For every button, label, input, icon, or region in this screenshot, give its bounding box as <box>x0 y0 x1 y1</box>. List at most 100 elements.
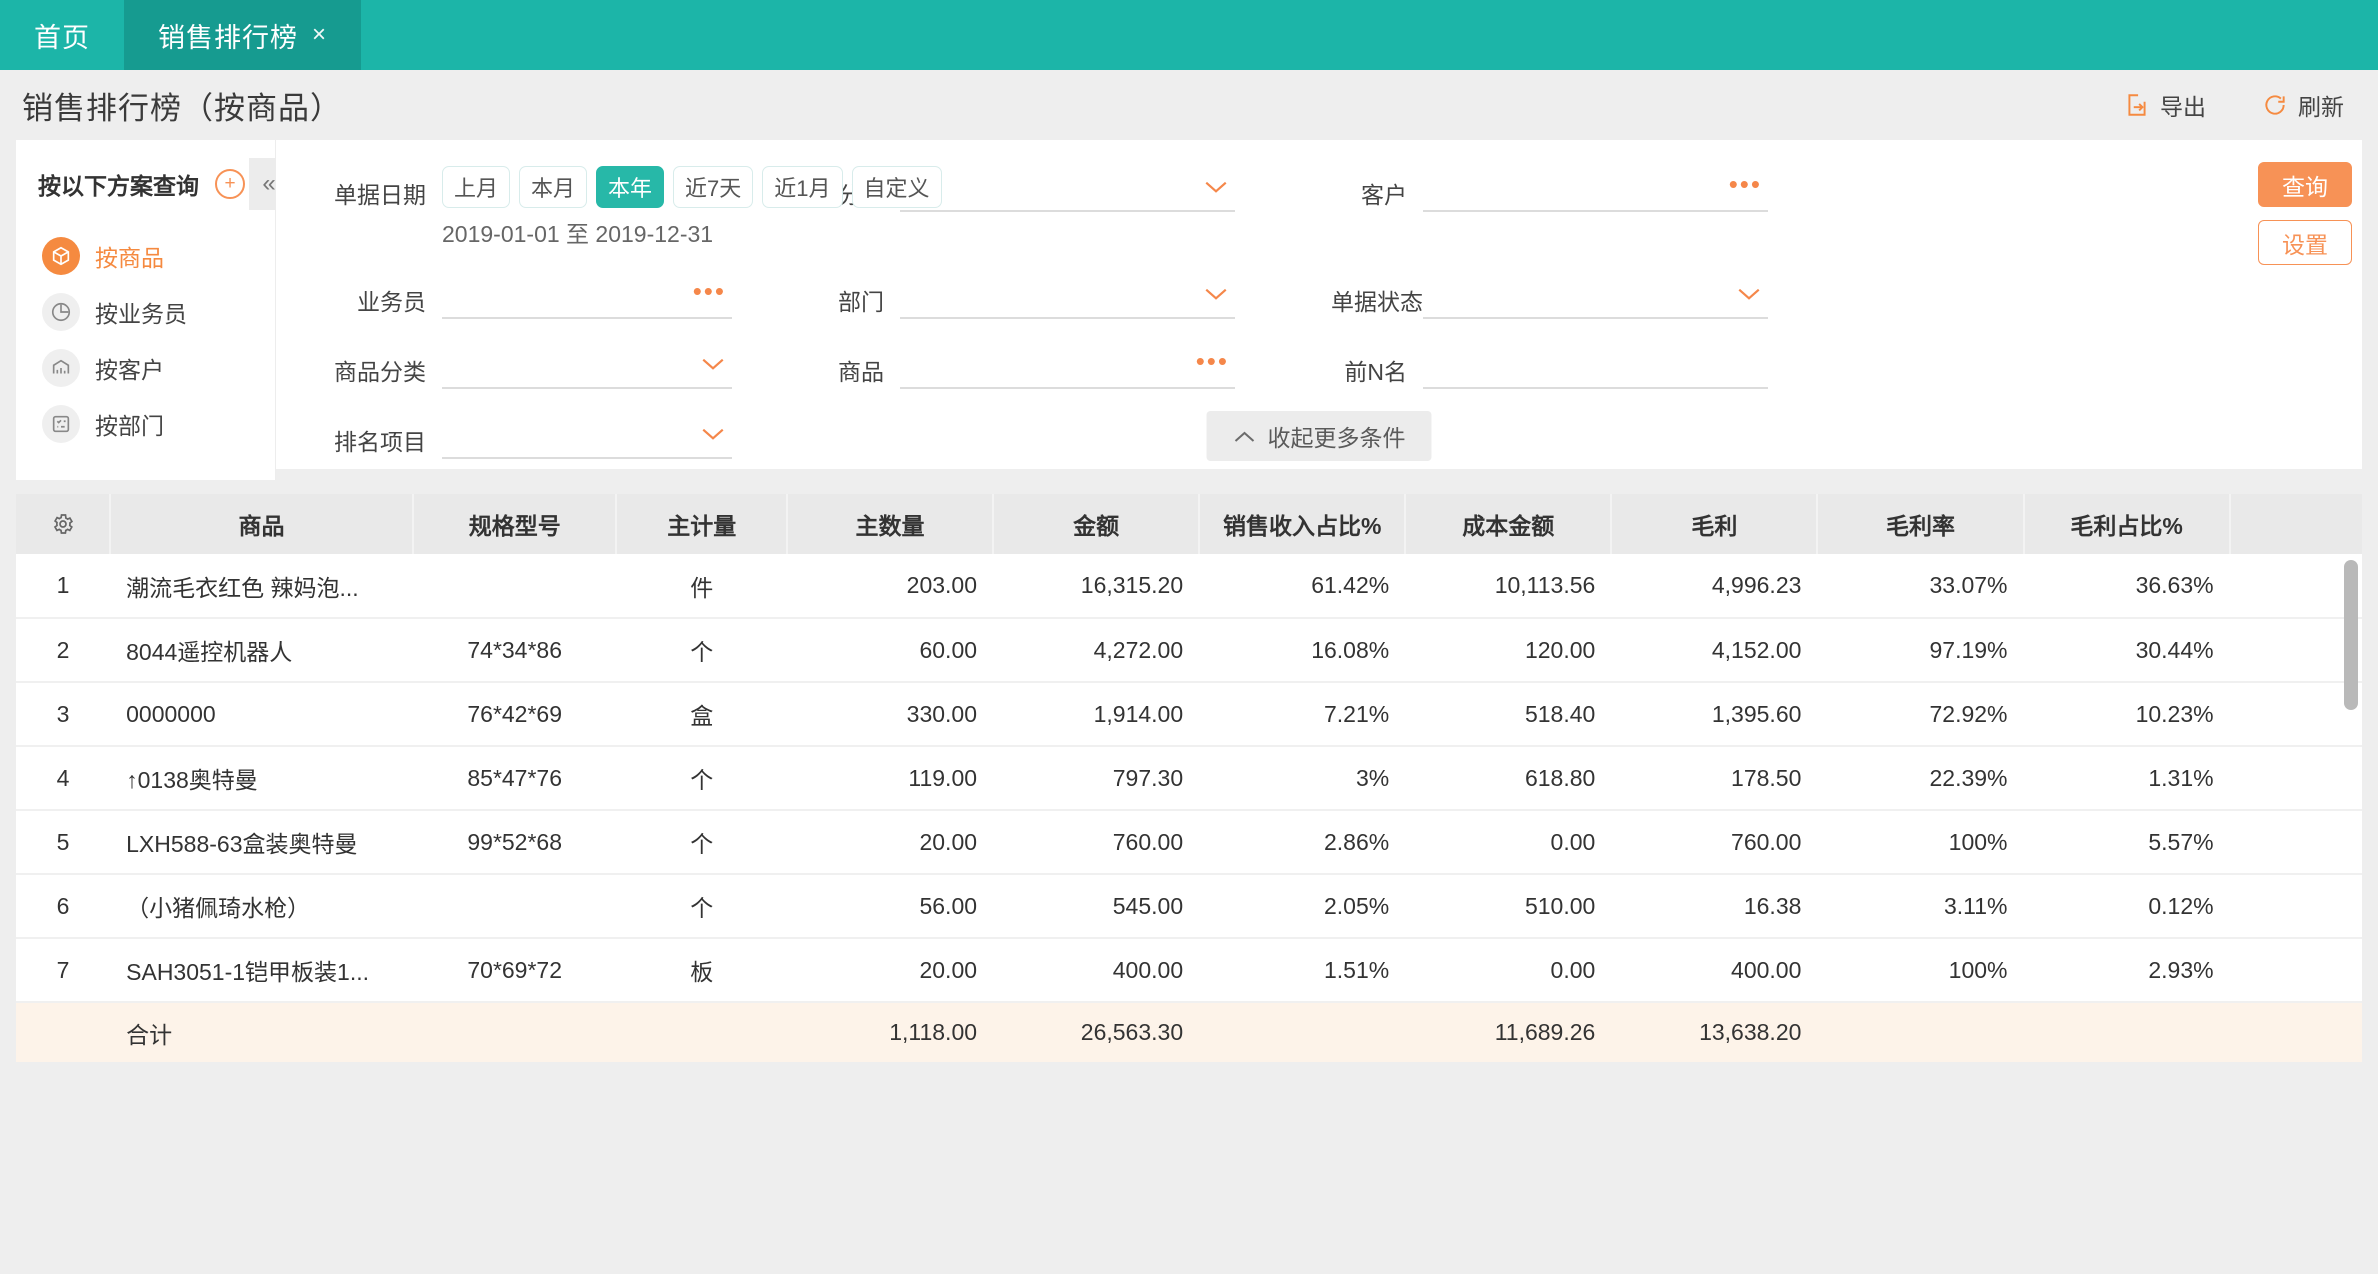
column-header-spec[interactable]: 规格型号 <box>412 494 618 554</box>
settings-button[interactable]: 设置 <box>2258 220 2352 265</box>
cell-margin: 72.92% <box>1817 682 2024 747</box>
cell-quantity: 20.00 <box>786 938 994 1003</box>
cell-unit: 板 <box>616 938 787 1003</box>
table-row[interactable]: 6 （小猪佩琦水枪） 个 56.00 545.00 2.05% 510.00 1… <box>16 874 2362 939</box>
sidebar-item-by-product[interactable]: 按商品 <box>16 228 275 284</box>
customer-category-input[interactable] <box>900 166 1235 212</box>
add-scheme-button[interactable]: + <box>215 169 245 199</box>
column-header-product[interactable]: 商品 <box>110 494 414 554</box>
chevron-down-icon[interactable] <box>1203 284 1229 306</box>
filter-row-4: 排名项目 <box>302 413 2344 459</box>
cell-filler <box>2229 810 2362 875</box>
cell-spec <box>412 554 617 619</box>
cell-unit: 个 <box>616 810 787 875</box>
cell-product: ↑0138奥特曼 <box>110 746 413 811</box>
export-button[interactable]: 导出 <box>2124 88 2206 122</box>
cell-gross-profit: 400.00 <box>1611 938 1818 1003</box>
cell-unit: 个 <box>616 746 787 811</box>
cell-gross-profit: 4,152.00 <box>1611 618 1818 683</box>
sales-ranking-table: 商品 规格型号 主计量 主数量 金额 销售收入占比% 成本金额 毛利 毛利率 毛… <box>16 494 2362 1062</box>
sidebar-item-by-customer[interactable]: 按客户 <box>16 340 275 396</box>
table-row[interactable]: 1 潮流毛衣红色 辣妈泡... 件 203.00 16,315.20 61.42… <box>16 554 2362 619</box>
department-input[interactable] <box>900 273 1235 319</box>
sidebar-item-label: 按客户 <box>95 357 164 383</box>
close-icon[interactable]: × <box>312 21 328 48</box>
column-header-amount[interactable]: 金额 <box>993 494 1201 554</box>
cell-spec: 76*42*69 <box>412 682 617 747</box>
collapse-more-conditions-button[interactable]: 收起更多条件 <box>1206 411 1432 461</box>
chevron-down-icon[interactable] <box>1203 177 1229 199</box>
more-options-icon[interactable]: ••• <box>1195 346 1229 377</box>
cell-quantity: 56.00 <box>786 874 994 939</box>
table-vertical-scrollbar[interactable] <box>2344 560 2358 710</box>
date-chip-last-7-days[interactable]: 近7天 <box>673 166 754 208</box>
chevron-down-icon[interactable] <box>700 354 726 376</box>
cell-cost: 120.00 <box>1405 618 1612 683</box>
date-chip-custom[interactable]: 自定义 <box>851 166 942 208</box>
sidebar-item-by-salesperson[interactable]: 按业务员 <box>16 284 275 340</box>
table-row[interactable]: 3 0000000 76*42*69 盒 330.00 1,914.00 7.2… <box>16 682 2362 747</box>
sidebar-item-by-department[interactable]: 按部门 <box>16 396 275 452</box>
refresh-button[interactable]: 刷新 <box>2262 88 2344 122</box>
table-row[interactable]: 2 8044遥控机器人 74*34*86 个 60.00 4,272.00 16… <box>16 618 2362 683</box>
doc-status-input[interactable] <box>1423 273 1768 319</box>
cell-quantity: 60.00 <box>786 618 994 683</box>
filter-customer-category: 客户分类 <box>780 166 1235 212</box>
more-options-icon[interactable]: ••• <box>692 276 726 307</box>
cell-total-filler <box>2229 1002 2362 1062</box>
table-header: 商品 规格型号 主计量 主数量 金额 销售收入占比% 成本金额 毛利 毛利率 毛… <box>16 494 2362 554</box>
body: 按以下方案查询 + « 按商品 <box>0 140 2378 480</box>
cell-product: 潮流毛衣红色 辣妈泡... <box>110 554 413 619</box>
sidebar-item-label: 按商品 <box>95 245 164 271</box>
top-n-input[interactable] <box>1423 343 1768 389</box>
date-chip-last-1-month[interactable]: 近1月 <box>762 166 843 208</box>
table-row[interactable]: 5 LXH588-63盒装奥特曼 99*52*68 个 20.00 760.00… <box>16 810 2362 875</box>
chevron-down-icon[interactable] <box>1736 284 1762 306</box>
column-settings-gear-icon[interactable] <box>16 494 112 554</box>
column-header-revenue-pct[interactable]: 销售收入占比% <box>1199 494 1407 554</box>
filter-rank-item: 排名项目 <box>302 413 732 459</box>
filter-row-1: 单据日期 上月 本月 本年 近7天 近1月 自定义 2019-01-01 至 2… <box>302 166 2344 249</box>
cell-profit-pct: 2.93% <box>2023 938 2230 1003</box>
product-category-input[interactable] <box>442 343 732 389</box>
cell-total-cost: 11,689.26 <box>1405 1002 1612 1062</box>
cell-unit: 盒 <box>616 682 787 747</box>
date-chip-this-month[interactable]: 本月 <box>519 166 588 208</box>
column-header-quantity[interactable]: 主数量 <box>786 494 995 554</box>
cell-gross-profit: 16.38 <box>1611 874 1818 939</box>
date-chip-last-month[interactable]: 上月 <box>442 166 511 208</box>
cell-filler <box>2229 938 2362 1003</box>
cell-spec: 85*47*76 <box>412 746 617 811</box>
date-range-text[interactable]: 2019-01-01 至 2019-12-31 <box>442 221 714 247</box>
cell-margin: 100% <box>1817 810 2024 875</box>
cell-margin: 3.11% <box>1817 874 2024 939</box>
tab-home[interactable]: 首页 <box>0 0 124 70</box>
column-header-cost[interactable]: 成本金额 <box>1405 494 1613 554</box>
cell-margin: 22.39% <box>1817 746 2024 811</box>
salesperson-input[interactable]: ••• <box>442 273 732 319</box>
column-header-unit[interactable]: 主计量 <box>616 494 788 554</box>
cell-unit: 个 <box>616 618 787 683</box>
export-label: 导出 <box>2160 94 2206 120</box>
chevron-down-icon[interactable] <box>700 424 726 446</box>
tab-sales-ranking[interactable]: 销售排行榜 × <box>124 0 362 70</box>
more-options-icon[interactable]: ••• <box>1728 169 1762 200</box>
cell-cost: 618.80 <box>1405 746 1612 811</box>
column-header-gross-profit[interactable]: 毛利 <box>1611 494 1819 554</box>
table-row[interactable]: 7 SAH3051-1铠甲板装1... 70*69*72 板 20.00 400… <box>16 938 2362 1003</box>
product-input[interactable]: ••• <box>900 343 1235 389</box>
rank-item-input[interactable] <box>442 413 732 459</box>
date-chip-this-year[interactable]: 本年 <box>596 166 665 208</box>
query-button[interactable]: 查询 <box>2258 162 2352 207</box>
filter-label: 商品分类 <box>334 359 426 385</box>
column-header-margin[interactable]: 毛利率 <box>1817 494 2025 554</box>
column-header-profit-pct[interactable]: 毛利占比% <box>2023 494 2231 554</box>
cell-gross-profit: 1,395.60 <box>1611 682 1818 747</box>
cell-index: 3 <box>16 682 111 747</box>
table-row[interactable]: 4 ↑0138奥特曼 85*47*76 个 119.00 797.30 3% 6… <box>16 746 2362 811</box>
cell-gross-profit: 760.00 <box>1611 810 1818 875</box>
cell-spec: 99*52*68 <box>412 810 617 875</box>
sidebar-item-label: 按业务员 <box>95 301 187 327</box>
filter-doc-status: 单据状态 <box>1331 273 1768 319</box>
customer-input[interactable]: ••• <box>1423 166 1768 212</box>
